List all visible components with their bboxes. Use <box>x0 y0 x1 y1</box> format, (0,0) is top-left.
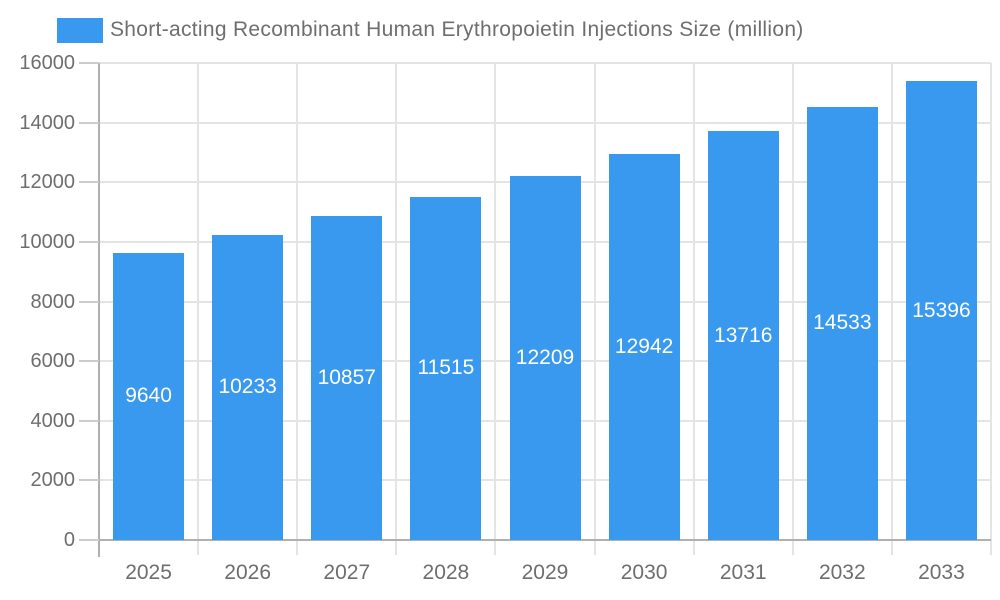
bar <box>806 106 878 540</box>
y-axis-tick-label: 16000 <box>19 52 75 74</box>
x-axis-tick-label: 2025 <box>125 561 172 584</box>
y-axis-tick <box>79 539 99 541</box>
y-axis-tick-label: 8000 <box>30 290 76 313</box>
bar-value-label: 12209 <box>515 346 575 369</box>
gridline-vertical <box>494 63 497 555</box>
gridline-vertical <box>791 63 794 555</box>
bar-value-label: 13716 <box>714 323 773 347</box>
y-axis-tick <box>79 62 99 64</box>
bar-value-label: 10233 <box>218 375 277 399</box>
y-axis-tick <box>79 360 99 363</box>
bar-value-label: 12942 <box>614 335 674 359</box>
x-axis-tick-label: 2030 <box>620 561 668 584</box>
y-axis-tick <box>79 479 99 482</box>
x-axis-line <box>99 539 991 541</box>
y-axis-tick-label: 10000 <box>19 230 75 253</box>
x-axis-tick-label: 2028 <box>422 561 470 584</box>
gridline-vertical <box>197 63 200 555</box>
y-axis-tick <box>79 300 99 303</box>
bar <box>608 154 680 540</box>
bar <box>509 176 581 540</box>
gridline-vertical <box>296 63 299 555</box>
y-axis-line <box>98 63 100 557</box>
legend-label: Short-acting Recombinant Human Erythropo… <box>110 18 804 41</box>
x-axis-tick-label: 2027 <box>323 561 371 584</box>
bar <box>905 81 977 540</box>
gridline-vertical <box>692 63 695 555</box>
y-axis-tick-label: 6000 <box>30 350 76 373</box>
bar <box>113 252 185 540</box>
gridline-vertical <box>395 63 398 555</box>
gridline-vertical <box>990 63 992 555</box>
x-axis-tick-label: 2033 <box>918 561 965 584</box>
gridline-horizontal <box>99 62 991 64</box>
y-axis-tick-label: 12000 <box>19 171 75 194</box>
gridline-vertical <box>890 63 893 555</box>
bar-value-label: 11515 <box>417 356 475 380</box>
x-axis-tick-label: 2026 <box>224 561 272 584</box>
bar-value-label: 10857 <box>317 366 376 390</box>
y-axis-tick <box>79 240 99 243</box>
bar <box>212 234 284 540</box>
gridline-vertical <box>593 63 596 555</box>
bar <box>410 196 482 540</box>
y-axis-tick-label: 2000 <box>30 469 76 492</box>
y-axis-tick <box>79 121 99 124</box>
gridline-horizontal <box>99 121 991 124</box>
legend-swatch <box>57 18 103 43</box>
y-axis-tick <box>79 419 99 422</box>
x-axis-tick-label: 2031 <box>719 561 767 584</box>
x-axis-tick-label: 2029 <box>521 561 569 584</box>
bar-value-label: 15396 <box>912 298 971 322</box>
y-axis-tick <box>79 181 99 184</box>
y-axis-tick-label: 14000 <box>19 111 75 134</box>
bar-value-label: 9640 <box>125 384 172 408</box>
y-axis-tick-label: 4000 <box>30 409 76 432</box>
x-axis-tick-label: 2032 <box>818 561 866 584</box>
bar <box>707 131 779 540</box>
y-axis-tick-label: 0 <box>63 529 75 551</box>
bar <box>311 216 383 540</box>
bar-value-label: 14533 <box>813 311 872 335</box>
